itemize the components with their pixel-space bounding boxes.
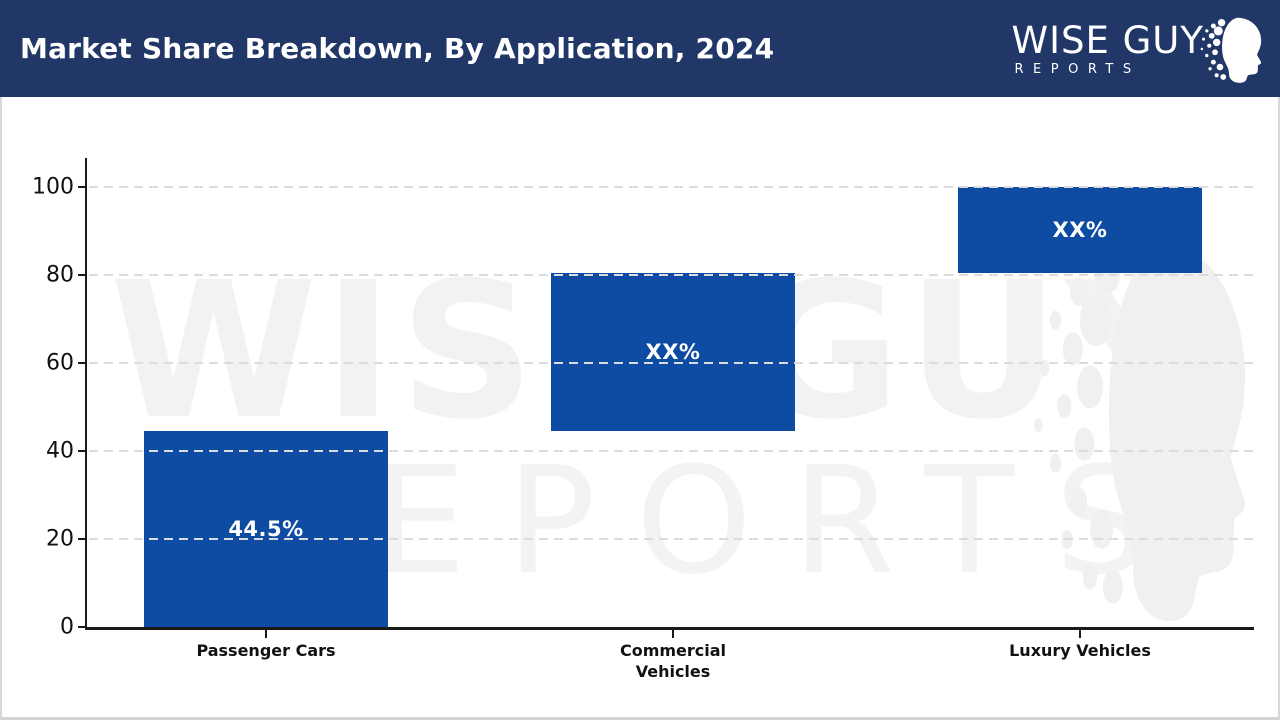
y-axis-tick [78, 450, 86, 452]
y-axis-tick [78, 538, 86, 540]
x-axis-tick [1079, 630, 1081, 638]
page-title: Market Share Breakdown, By Application, … [20, 32, 775, 65]
gridline [89, 450, 1254, 452]
y-axis-tick [78, 626, 86, 628]
gridline [89, 274, 1254, 276]
x-axis-tick [265, 630, 267, 638]
y-tick-label: 40 [46, 438, 74, 464]
y-axis-tick [78, 186, 86, 188]
x-category-label: Commercial Vehicles [619, 641, 727, 681]
gridline [89, 186, 1254, 188]
y-tick-label: 0 [60, 614, 74, 640]
y-axis-line [85, 158, 87, 630]
y-tick-label: 20 [46, 526, 74, 552]
y-axis-tick [78, 362, 86, 364]
y-tick-label: 100 [32, 174, 74, 200]
bar-value-label: 44.5% [228, 517, 304, 542]
gridline [89, 538, 1254, 540]
x-axis-line [85, 627, 1254, 630]
wise-guy-reports-logo: WISE GUY REPORTS [1012, 8, 1266, 90]
gridline [89, 362, 1254, 364]
y-tick-label: 80 [46, 262, 74, 288]
bar-segment [551, 272, 795, 432]
x-category-label: Luxury Vehicles [1009, 641, 1151, 660]
logo-text: WISE GUY REPORTS [1011, 19, 1204, 78]
bar-value-label: XX% [1052, 217, 1108, 242]
logo-subtitle: REPORTS [1014, 62, 1141, 77]
header-bar: Market Share Breakdown, By Application, … [0, 0, 1280, 97]
bar-segment [144, 431, 388, 627]
y-axis-tick [78, 274, 86, 276]
bar-value-label: XX% [645, 340, 701, 364]
y-tick-label: 60 [46, 350, 74, 376]
dotted-head-icon [1200, 17, 1262, 83]
logo-wordmark: WISE GUY [1011, 19, 1204, 62]
x-axis-tick [672, 630, 674, 638]
x-category-label: Passenger Cars [196, 641, 336, 660]
